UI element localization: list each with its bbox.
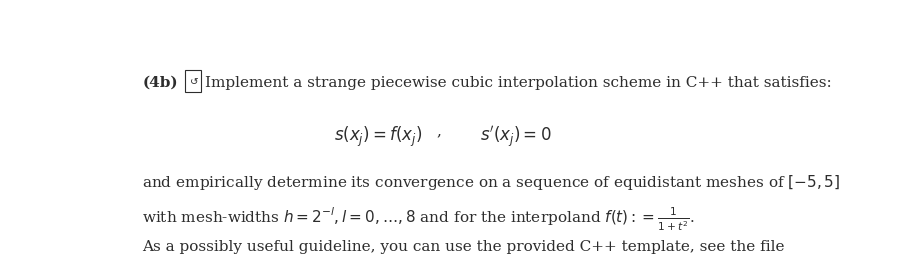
- FancyBboxPatch shape: [185, 70, 201, 92]
- Text: ,: ,: [437, 125, 442, 139]
- Text: $\circlearrowleft$: $\circlearrowleft$: [187, 76, 199, 86]
- Text: (4b): (4b): [142, 76, 178, 90]
- Text: $s'(x_j) = 0$: $s'(x_j) = 0$: [479, 125, 551, 150]
- Text: Implement a strange piecewise cubic interpolation scheme in C++ that satisfies:: Implement a strange piecewise cubic inte…: [205, 76, 832, 90]
- Text: $s(x_j) = f(x_j)$: $s(x_j) = f(x_j)$: [334, 125, 422, 149]
- Text: with mesh-widths $h = 2^{-l}, l = 0, \ldots, 8$ and for the interpoland $f(t) :=: with mesh-widths $h = 2^{-l}, l = 0, \ld…: [142, 206, 695, 233]
- Text: As a possibly useful guideline, you can use the provided C++ template, see the f: As a possibly useful guideline, you can …: [142, 240, 785, 254]
- Text: and empirically determine its convergence on a sequence of equidistant meshes of: and empirically determine its convergenc…: [142, 173, 841, 192]
